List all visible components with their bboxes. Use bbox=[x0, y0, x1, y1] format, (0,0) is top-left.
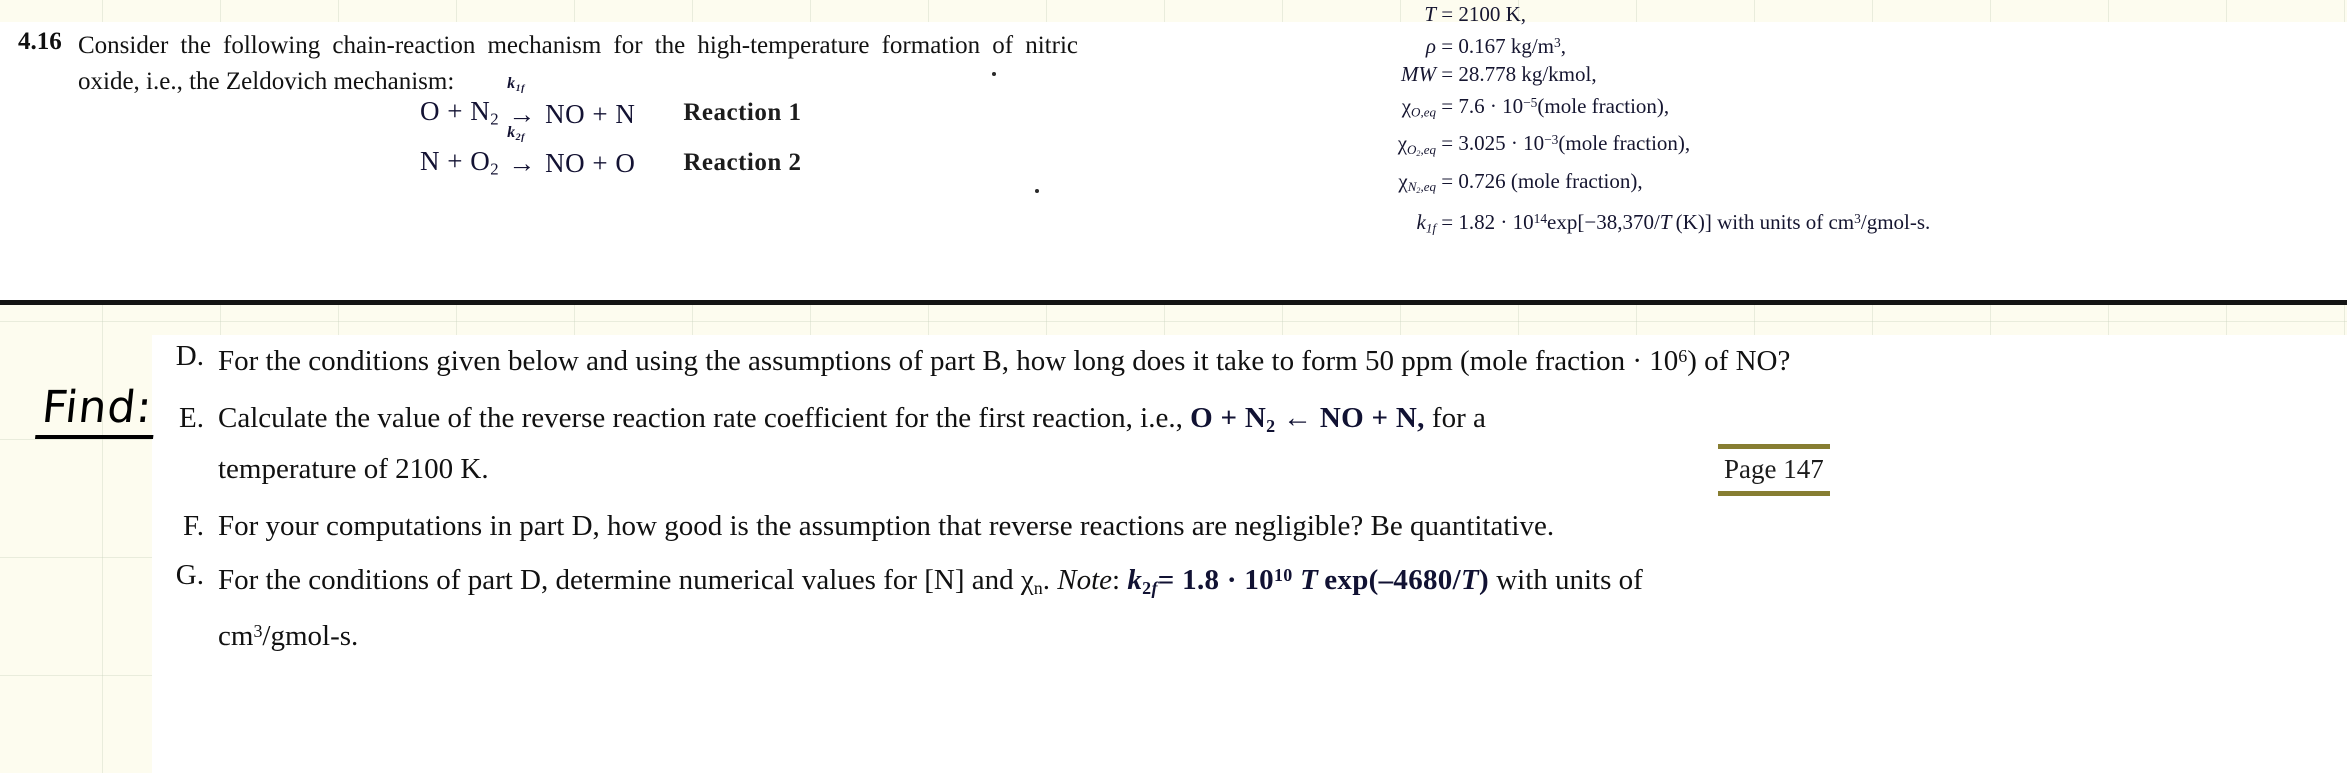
page-number-badge: Page 147 bbox=[1718, 444, 1830, 496]
condition-row: k1f = 1.82 · 1014exp[−38,370/T (K)] with… bbox=[1390, 206, 1931, 241]
problem-statement-text: Consider the following chain-reaction me… bbox=[78, 32, 1078, 95]
arrow-right-icon: → bbox=[508, 98, 536, 129]
condition-symbol: χO,eq bbox=[1401, 94, 1436, 120]
condition-symbol: χO2,eq bbox=[1397, 131, 1436, 158]
condition-symbol: k1f bbox=[1416, 209, 1436, 236]
reaction-arrow: k1f → bbox=[501, 75, 543, 130]
reaction-reactants: N + O2 bbox=[420, 145, 500, 179]
condition-row: χN2,eq = 0.726 (mole fraction), bbox=[1390, 169, 1930, 204]
condition-value: 0.726 (mole fraction), bbox=[1458, 168, 1643, 193]
question-letter: F. bbox=[182, 510, 204, 543]
question-item: E. Calculate the value of the reverse re… bbox=[152, 397, 2347, 491]
reaction-equation: N + O2 k2f → NO + O bbox=[420, 124, 636, 180]
problem-statement-panel bbox=[0, 22, 1540, 198]
condition-value: 7.6 · 10−5(mole fraction), bbox=[1458, 94, 1670, 119]
reaction-label: Reaction 2 bbox=[683, 148, 802, 176]
stray-mark-dot bbox=[992, 72, 996, 76]
condition-symbol: T bbox=[1424, 2, 1436, 26]
question-item: F. For your computations in part D, how … bbox=[152, 505, 2347, 548]
condition-row: ρ = 0.167 kg/m3, bbox=[1390, 30, 1930, 60]
reaction-row: N + O2 k2f → NO + O Reaction 2 bbox=[420, 124, 802, 180]
question-text: For your computations in part D, how goo… bbox=[218, 510, 1555, 543]
reaction-mechanism-list: O + N2 k1f → NO + N Reaction 1 N + O2 k2… bbox=[420, 75, 802, 195]
question-item: G. For the conditions of part D, determi… bbox=[152, 554, 2347, 658]
question-letter: D. bbox=[175, 340, 204, 372]
condition-value: 0.167 kg/m3, bbox=[1458, 34, 1566, 59]
question-list: D. For the conditions given below and us… bbox=[152, 335, 2347, 658]
question-text: For the conditions given below and using… bbox=[218, 345, 1791, 378]
reaction-arrow: k2f → bbox=[501, 124, 543, 179]
condition-symbol: ρ bbox=[1425, 34, 1436, 59]
condition-value: 28.778 kg/kmol, bbox=[1458, 62, 1597, 87]
reaction-equation: O + N2 k1f → NO + N bbox=[420, 75, 636, 130]
given-conditions-list: T = 2100 K, ρ = 0.167 kg/m3, MW = 28.778… bbox=[1390, 2, 1931, 243]
question-letter: G. bbox=[175, 559, 204, 592]
reaction-products: NO + O bbox=[545, 148, 636, 179]
arrow-right-icon: → bbox=[508, 148, 536, 179]
condition-row: T = 2100 K, bbox=[1390, 2, 1930, 28]
problem-number: 4.16 bbox=[18, 28, 62, 55]
question-text: For the conditions of part D, determine … bbox=[218, 564, 1643, 653]
section-divider-rule bbox=[0, 300, 2347, 305]
condition-symbol: χN2,eq bbox=[1398, 168, 1436, 195]
rate-coefficient-label: k1f bbox=[507, 74, 525, 94]
reaction-row: O + N2 k1f → NO + N Reaction 1 bbox=[420, 75, 802, 130]
condition-row: χO2,eq = 3.025 · 10−3(mole fraction), bbox=[1390, 127, 1930, 166]
condition-value: 1.82 · 1014exp[−38,370/T (K)] with units… bbox=[1458, 209, 1931, 234]
rate-coefficient-label: k2f bbox=[507, 124, 525, 144]
condition-row: χO,eq = 7.6 · 10−5(mole fraction), bbox=[1390, 90, 1930, 125]
questions-panel bbox=[152, 335, 2347, 773]
reaction-products: NO + N bbox=[545, 98, 636, 129]
condition-symbol: MW bbox=[1401, 62, 1436, 87]
question-letter: E. bbox=[179, 402, 204, 435]
question-text: Calculate the value of the reverse react… bbox=[218, 402, 1494, 486]
question-item: D. For the conditions given below and us… bbox=[152, 335, 2347, 383]
reaction-reactants: O + N2 bbox=[420, 96, 500, 129]
condition-value: 2100 K, bbox=[1458, 2, 1527, 26]
condition-row: MW = 28.778 kg/kmol, bbox=[1390, 62, 1930, 88]
condition-value: 3.025 · 10−3(mole fraction), bbox=[1458, 131, 1691, 156]
stray-mark-dot bbox=[1035, 189, 1039, 193]
reaction-label: Reaction 1 bbox=[683, 99, 802, 126]
find-handwritten-annotation: Find: bbox=[35, 382, 159, 439]
